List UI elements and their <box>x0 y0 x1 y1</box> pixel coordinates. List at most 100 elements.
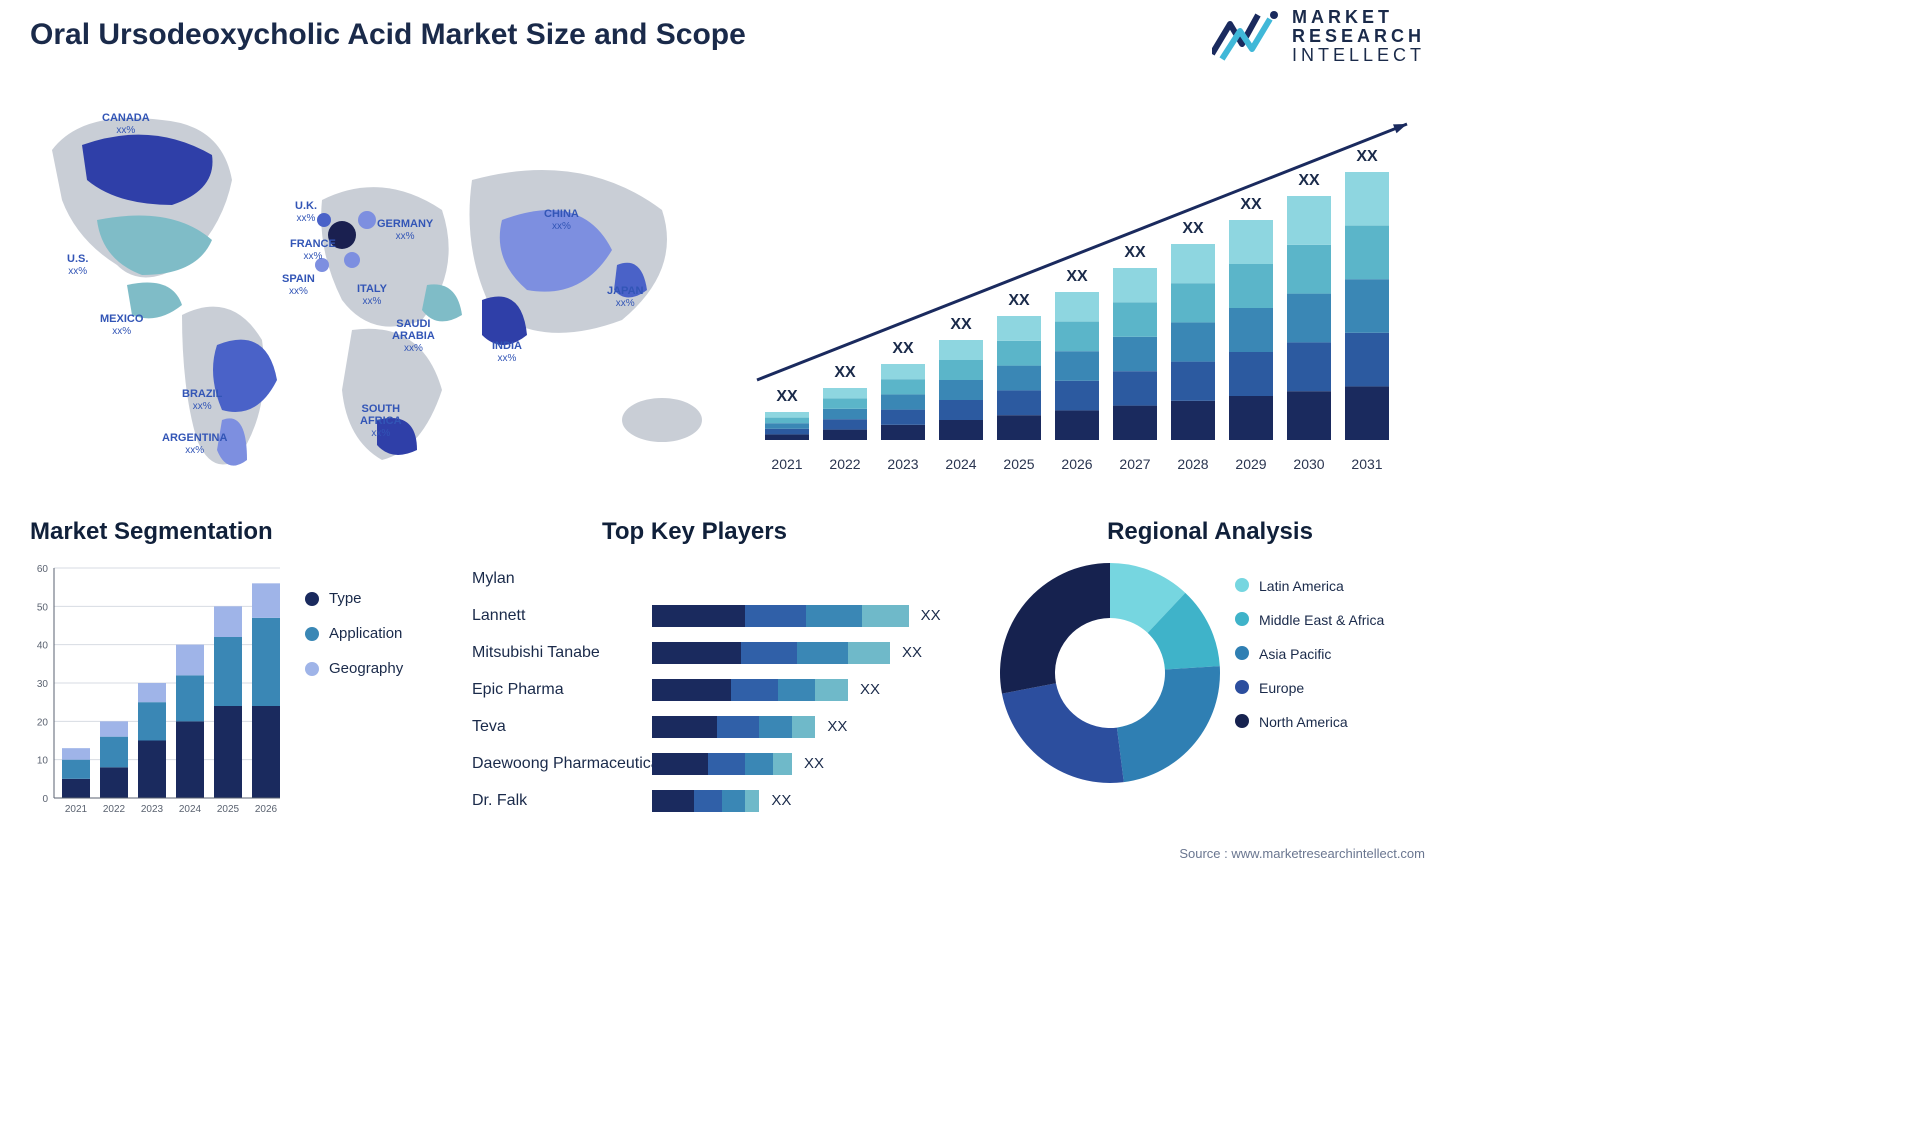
regional-legend: Latin America Middle East & Africa Asia Pa… <box>1235 578 1384 748</box>
growth-year-label: 2029 <box>1227 456 1275 472</box>
player-value: XX <box>771 792 791 809</box>
growth-bar-value: XX <box>763 388 811 406</box>
player-name: Epic Pharma <box>472 681 652 699</box>
player-bar: XX <box>652 790 932 812</box>
svg-text:20: 20 <box>37 717 49 728</box>
map-label: U.K.xx% <box>295 200 317 224</box>
legend-item: Type <box>305 590 403 607</box>
growth-year-label: 2025 <box>995 456 1043 472</box>
logo-text: MARKET RESEARCH INTELLECT <box>1292 8 1425 65</box>
player-row: LannettXX <box>472 597 987 634</box>
svg-text:50: 50 <box>37 602 49 613</box>
growth-bar-value: XX <box>821 364 869 382</box>
player-value: XX <box>921 607 941 624</box>
growth-year-label: 2026 <box>1053 456 1101 472</box>
map-label: SPAINxx% <box>282 273 315 297</box>
legend-item: Application <box>305 625 403 642</box>
legend-item: Latin America <box>1235 578 1384 594</box>
svg-text:60: 60 <box>37 564 49 575</box>
map-label: JAPANxx% <box>607 285 643 309</box>
map-label: FRANCExx% <box>290 238 336 262</box>
growth-bar-value: XX <box>1227 196 1275 214</box>
player-row: Mylan <box>472 560 987 597</box>
player-name: Teva <box>472 718 652 736</box>
growth-bar-value: XX <box>1343 148 1391 166</box>
player-bar <box>652 568 932 590</box>
player-row: Teva XX <box>472 708 987 745</box>
player-value: XX <box>827 718 847 735</box>
growth-year-label: 2030 <box>1285 456 1333 472</box>
player-bar: XX <box>652 642 932 664</box>
brand-logo: MARKET RESEARCH INTELLECT <box>1212 8 1425 65</box>
svg-text:2026: 2026 <box>255 804 278 815</box>
player-row: Epic Pharma XX <box>472 671 987 708</box>
growth-year-label: 2031 <box>1343 456 1391 472</box>
logo-mark-icon <box>1212 9 1282 64</box>
growth-bar-value: XX <box>995 292 1043 310</box>
regional-title: Regional Analysis <box>995 518 1425 546</box>
growth-bar-value: XX <box>1285 172 1333 190</box>
svg-text:40: 40 <box>37 641 49 652</box>
growth-bar-value: XX <box>1111 244 1159 262</box>
player-name: Lannett <box>472 607 652 625</box>
map-label: SAUDIARABIAxx% <box>392 318 435 354</box>
svg-text:2021: 2021 <box>65 804 88 815</box>
growth-bar-value: XX <box>1053 268 1101 286</box>
player-name: Mylan <box>472 570 652 588</box>
map-label: BRAZILxx% <box>182 388 222 412</box>
source-attribution: Source : www.marketresearchintellect.com <box>1179 846 1425 861</box>
players-title: Top Key Players <box>602 518 787 546</box>
regional-panel: Regional Analysis Latin America Middle Ea… <box>995 518 1425 823</box>
page-title: Oral Ursodeoxycholic Acid Market Size an… <box>30 18 746 52</box>
growth-year-label: 2022 <box>821 456 869 472</box>
segmentation-panel: Market Segmentation 0 10 20 30 40 50 60 2021 20… <box>30 518 450 823</box>
player-bar: XX <box>652 753 932 775</box>
regional-donut <box>995 558 1225 788</box>
svg-text:2023: 2023 <box>141 804 164 815</box>
svg-text:10: 10 <box>37 756 49 767</box>
legend-item: Middle East & Africa <box>1235 612 1384 628</box>
player-bar: XX <box>652 679 932 701</box>
growth-year-label: 2027 <box>1111 456 1159 472</box>
legend-item: Europe <box>1235 680 1384 696</box>
growth-year-label: 2028 <box>1169 456 1217 472</box>
player-row: Dr. FalkXX <box>472 782 987 819</box>
map-label: MEXICOxx% <box>100 313 143 337</box>
map-label: CHINAxx% <box>544 208 579 232</box>
player-row: Daewoong Pharmaceutical XX <box>472 745 987 782</box>
players-rows: MylanLannettXXMitsubishi TanabeXXEpic Ph… <box>472 560 987 819</box>
map-label: ITALYxx% <box>357 283 387 307</box>
player-value: XX <box>860 681 880 698</box>
player-row: Mitsubishi Tanabe XX <box>472 634 987 671</box>
segmentation-chart: 0 10 20 30 40 50 60 2021 2022 2023 2024 2025 2026 <box>30 560 280 820</box>
growth-year-label: 2023 <box>879 456 927 472</box>
legend-item: Geography <box>305 660 403 677</box>
legend-item: Asia Pacific <box>1235 646 1384 662</box>
growth-bar-value: XX <box>937 316 985 334</box>
legend-item: North America <box>1235 714 1384 730</box>
growth-year-label: 2021 <box>763 456 811 472</box>
growth-bar-value: XX <box>879 340 927 358</box>
player-name: Mitsubishi Tanabe <box>472 644 652 662</box>
world-map: CANADAxx% U.S.xx% MEXICOxx% BRAZILxx% ARGENT… <box>22 90 722 490</box>
svg-text:2022: 2022 <box>103 804 126 815</box>
key-players-panel: Top Key Players MylanLannettXXMitsubishi… <box>472 518 987 823</box>
player-bar: XX <box>652 605 932 627</box>
player-value: XX <box>804 755 824 772</box>
segmentation-title: Market Segmentation <box>30 518 450 546</box>
svg-text:30: 30 <box>37 679 49 690</box>
svg-text:2025: 2025 <box>217 804 240 815</box>
map-label: ARGENTINAxx% <box>162 432 227 456</box>
growth-chart: 2021 2022 2023 2024 2025 2026 2027 2028 2029 2030… <box>745 100 1425 470</box>
player-value: XX <box>902 644 922 661</box>
svg-text:0: 0 <box>42 794 48 805</box>
growth-year-label: 2024 <box>937 456 985 472</box>
map-label: INDIAxx% <box>492 340 522 364</box>
map-label: CANADAxx% <box>102 112 150 136</box>
map-label: SOUTHAFRICAxx% <box>360 403 402 439</box>
map-label: U.S.xx% <box>67 253 88 277</box>
player-name: Daewoong Pharmaceutical <box>472 755 652 773</box>
map-label: GERMANYxx% <box>377 218 433 242</box>
player-bar: XX <box>652 716 932 738</box>
svg-text:2024: 2024 <box>179 804 202 815</box>
